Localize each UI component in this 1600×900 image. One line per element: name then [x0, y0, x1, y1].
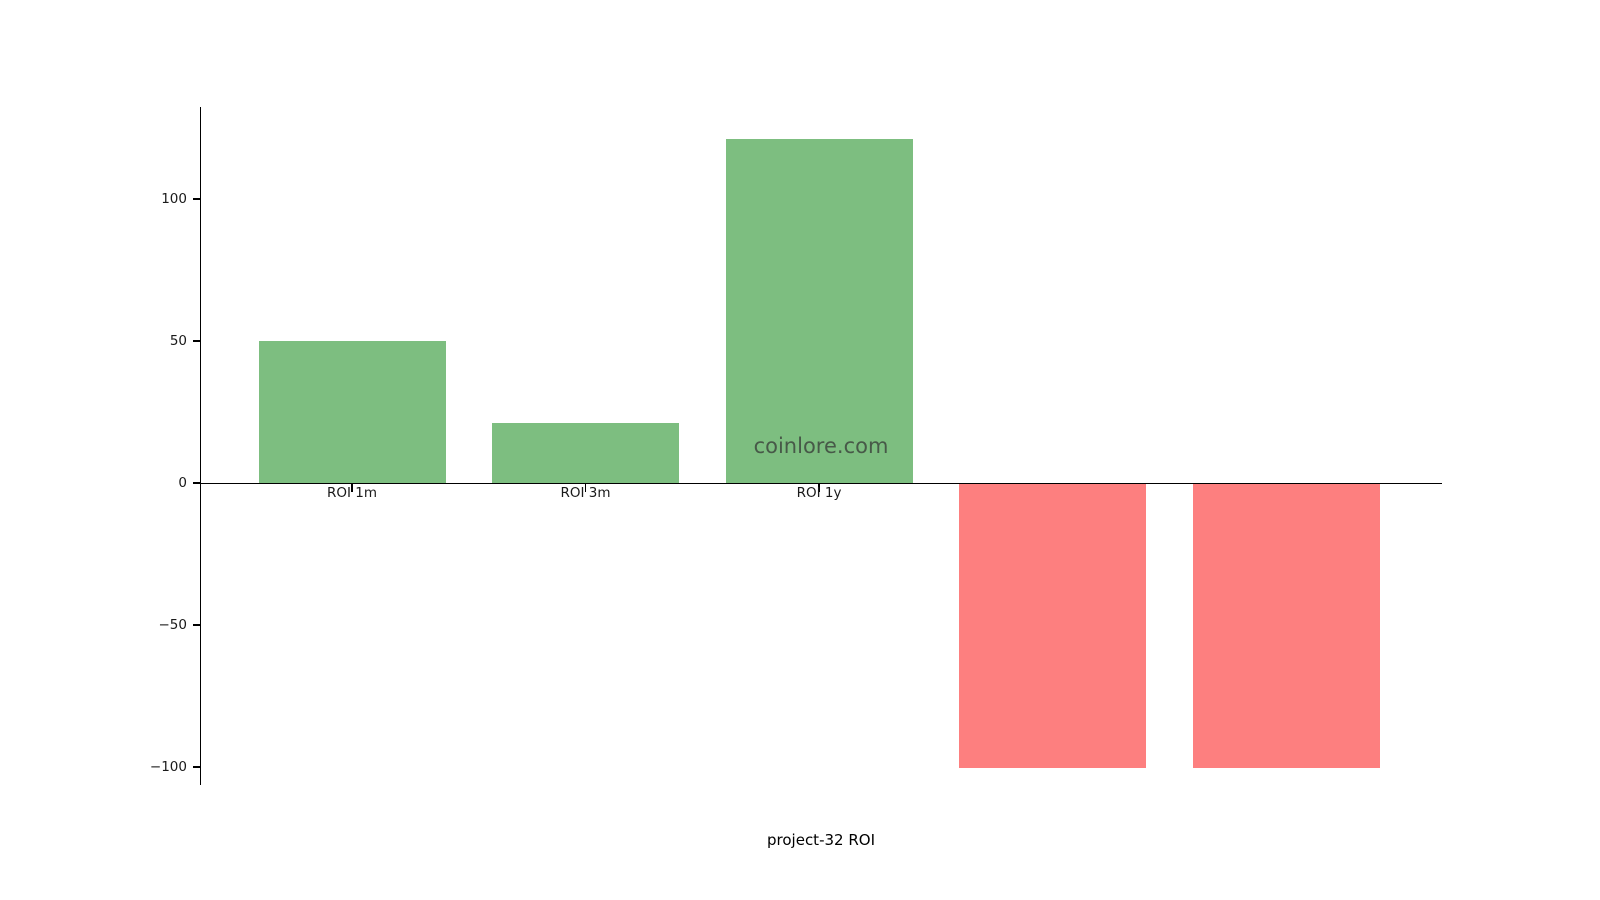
x-tick — [351, 483, 353, 492]
y-tick — [193, 624, 200, 626]
bar-roi-3m — [492, 423, 679, 483]
x-tick-label: ROI 3m — [560, 485, 611, 501]
y-tick — [193, 482, 200, 484]
watermark-text: coinlore.com — [753, 434, 889, 458]
y-tick — [193, 198, 200, 200]
y-tick-label: 100 — [161, 191, 187, 207]
bar-roi-1y — [725, 139, 913, 483]
y-tick-label: 50 — [169, 333, 187, 349]
x-tick-label: ROI 1m — [326, 485, 378, 501]
bar-unlabeled-4 — [1192, 484, 1380, 769]
x-tick — [818, 483, 820, 492]
chart-title: project-32 ROI — [767, 831, 875, 849]
y-tick-label: 0 — [178, 475, 187, 491]
x-tick-label: ROI 1y — [796, 485, 842, 501]
bar-unlabeled-3 — [959, 484, 1146, 769]
y-axis-spine — [200, 107, 202, 785]
y-tick — [193, 340, 200, 342]
x-tick — [584, 483, 587, 492]
y-tick-label: −100 — [149, 759, 187, 775]
x-axis-zero-line — [200, 483, 1442, 485]
y-tick — [193, 766, 200, 768]
bar-roi-1m — [258, 341, 446, 483]
y-tick-label: −50 — [158, 617, 188, 633]
